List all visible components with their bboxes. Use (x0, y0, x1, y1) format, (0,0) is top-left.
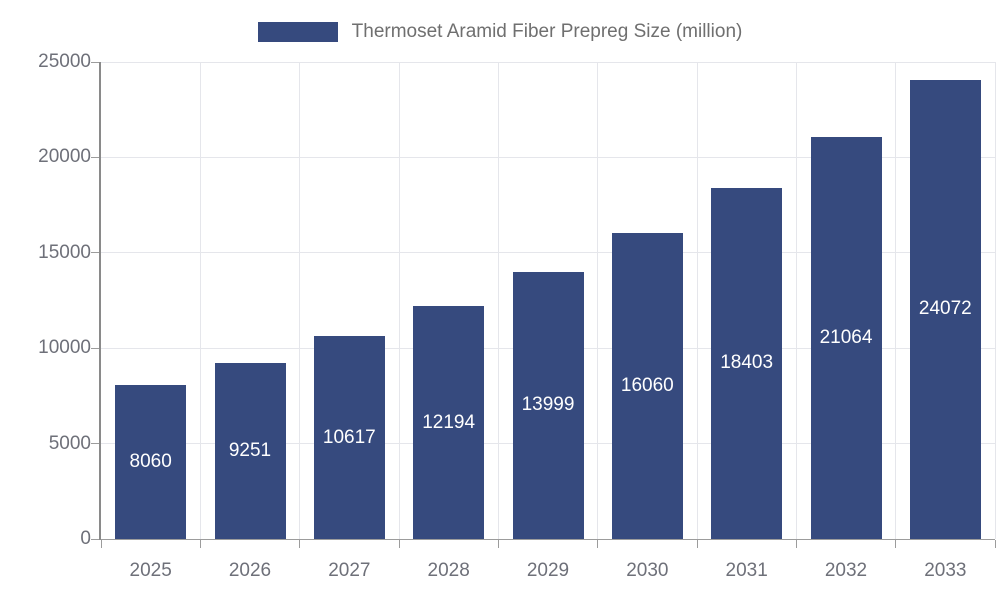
plot-area: 8060 9251 10617 12194 13999 16060 18403 21064 24… (91, 61, 996, 548)
v-gridline (696, 62, 698, 539)
v-gridline (895, 62, 897, 539)
y-tick-mark (91, 61, 99, 63)
x-tick-mark (696, 540, 698, 548)
h-gridline (101, 61, 995, 63)
bar-2028[interactable]: 12194 (413, 306, 485, 539)
x-axis-tick-label: 2032 (824, 560, 868, 581)
x-tick-mark (497, 540, 499, 548)
bar-value-label: 12194 (422, 411, 476, 433)
y-tick-mark (91, 252, 99, 254)
bar-2027[interactable]: 10617 (313, 336, 385, 539)
bar-value-label: 10617 (322, 426, 376, 448)
x-axis-tick-label: 2026 (228, 560, 272, 581)
legend-label: Thermoset Aramid Fiber Prepreg Size (mil… (351, 21, 743, 42)
y-axis-tick-label: 25000 (38, 51, 91, 72)
legend-swatch (257, 22, 338, 42)
y-axis-tick-label: 5000 (48, 432, 91, 454)
x-axis-tick-label: 2027 (328, 560, 371, 581)
x-tick-mark (895, 540, 897, 548)
v-gridline (795, 62, 797, 539)
x-axis-tick-label: 2030 (626, 560, 669, 581)
v-gridline (199, 62, 201, 539)
bar-value-label: 18403 (720, 352, 774, 374)
x-tick-mark (795, 540, 797, 548)
y-tick-mark (91, 347, 99, 349)
y-axis-tick-label: 15000 (38, 241, 91, 263)
x-axis-tick-label: 2029 (526, 560, 570, 581)
bar-2025[interactable]: 8060 (115, 385, 187, 539)
v-gridline (994, 62, 996, 539)
x-tick-mark (597, 540, 599, 548)
bar-value-label: 16060 (620, 374, 674, 396)
h-gridline (101, 156, 995, 158)
x-tick-mark (199, 540, 201, 548)
y-axis-line (99, 62, 101, 540)
bar-value-label: 13999 (521, 394, 575, 416)
bar-2029[interactable]: 13999 (512, 271, 584, 539)
x-tick-mark (299, 540, 301, 548)
v-gridline (597, 62, 599, 539)
y-axis-tick-label: 20000 (38, 146, 91, 168)
y-tick-mark (91, 538, 99, 540)
bar-value-label: 24072 (918, 298, 972, 320)
y-tick-mark (91, 443, 99, 445)
bar-2033[interactable]: 24072 (909, 79, 981, 539)
bar-2026[interactable]: 9251 (214, 362, 286, 539)
x-tick-mark (398, 540, 400, 548)
bar-2030[interactable]: 16060 (611, 232, 683, 539)
bar-2031[interactable]: 18403 (711, 187, 783, 539)
bar-2032[interactable]: 21064 (810, 137, 882, 539)
v-gridline (497, 62, 499, 539)
legend[interactable]: Thermoset Aramid Fiber Prepreg Size (mil… (0, 20, 1000, 44)
y-axis-tick-label: 0 (80, 528, 91, 549)
h-gridline (101, 252, 995, 254)
x-axis-line (101, 539, 995, 540)
x-tick-mark (100, 540, 102, 548)
x-axis-tick-label: 2031 (725, 560, 768, 581)
v-gridline (398, 62, 400, 539)
y-tick-mark (91, 156, 99, 158)
bar-value-label: 9251 (228, 439, 272, 461)
x-axis-tick-label: 2028 (427, 560, 470, 581)
x-tick-mark (994, 540, 996, 548)
bar-value-label: 8060 (129, 451, 172, 473)
v-gridline (299, 62, 301, 539)
bar-value-label: 21064 (819, 327, 873, 349)
x-axis-tick-label: 2033 (924, 560, 967, 581)
x-axis-tick-label: 2025 (129, 560, 172, 581)
y-axis-tick-label: 10000 (38, 337, 91, 359)
